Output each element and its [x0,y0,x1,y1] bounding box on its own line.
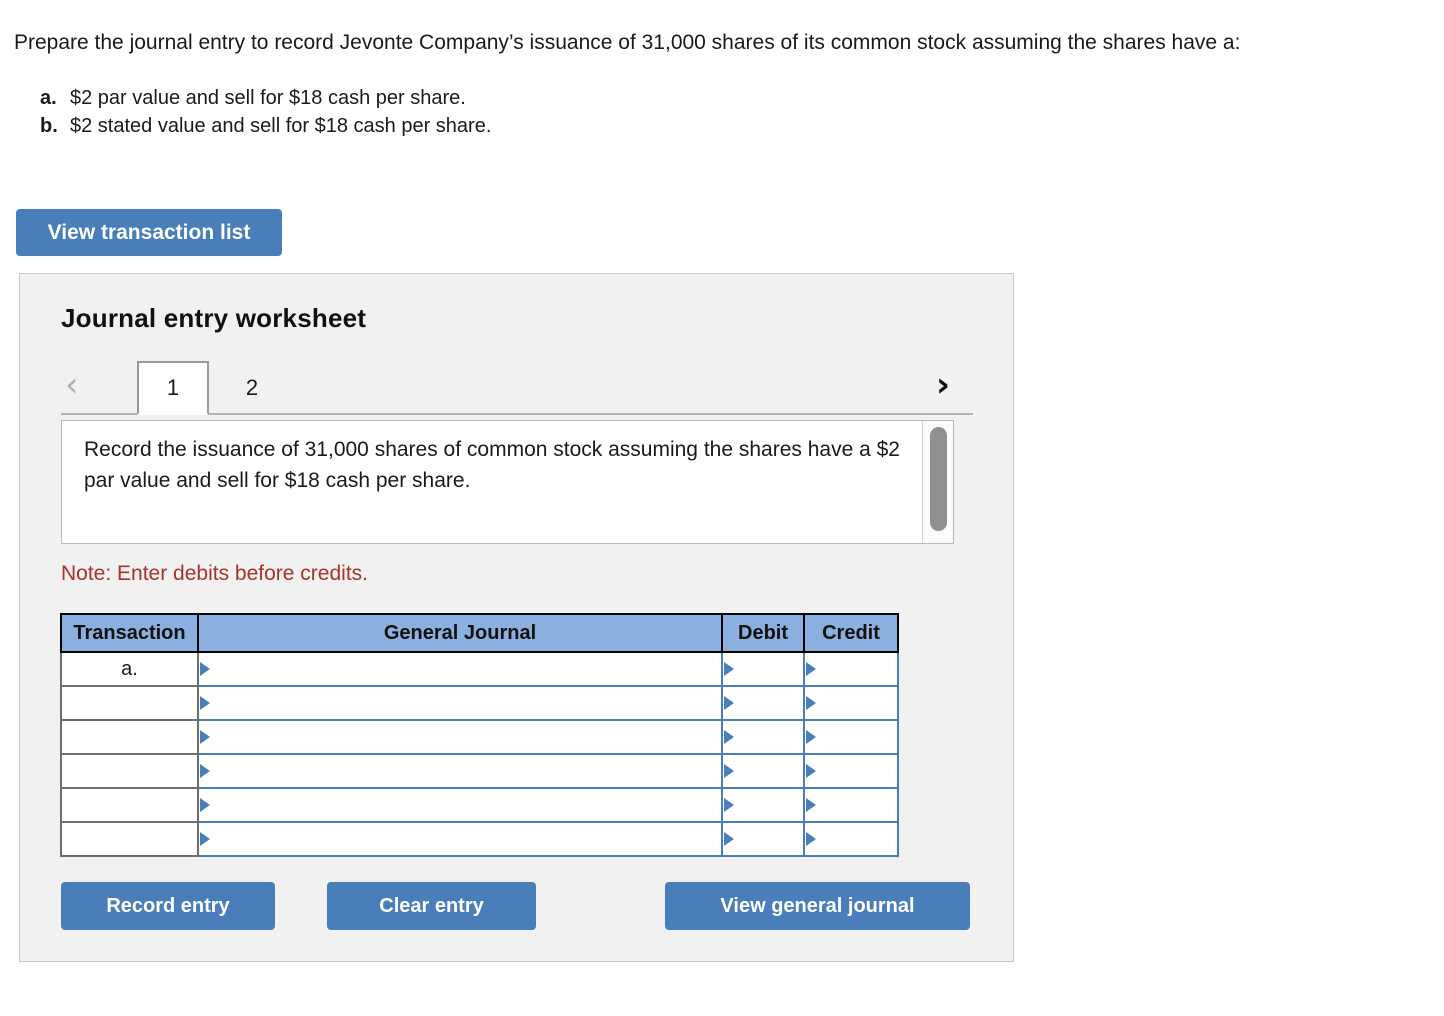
dropdown-caret-icon [724,730,734,744]
record-entry-button[interactable]: Record entry [61,882,275,930]
debit-input-1[interactable] [721,651,805,687]
dropdown-caret-icon [200,730,210,744]
debit-input-3[interactable] [721,719,805,755]
clear-entry-button[interactable]: Clear entry [327,882,536,930]
journal-entry-table: Transaction General Journal Debit Credit… [60,613,899,857]
transaction-cell-5[interactable] [60,787,199,823]
general-journal-input-4[interactable] [197,753,723,789]
general-journal-input-5[interactable] [197,787,723,823]
dropdown-caret-icon [200,696,210,710]
chevron-right-icon[interactable]: › [936,365,951,405]
table-row [60,753,899,789]
general-journal-input-3[interactable] [197,719,723,755]
debit-input-2[interactable] [721,685,805,721]
transaction-cell-6[interactable] [60,821,199,857]
credit-input-2[interactable] [803,685,899,721]
transaction-cell-2[interactable] [60,685,199,721]
column-header-general-journal: General Journal [197,613,723,653]
table-row [60,821,899,857]
table-header-row: Transaction General Journal Debit Credit [60,613,899,653]
credit-input-4[interactable] [803,753,899,789]
dropdown-caret-icon [806,730,816,744]
dropdown-caret-icon [724,764,734,778]
choice-item-b: b. $2 stated value and sell for $18 cash… [40,112,491,140]
choice-letter-a: a. [40,87,57,109]
transaction-cell-4[interactable] [60,753,199,789]
column-header-transaction: Transaction [60,613,199,653]
choice-letter-b: b. [40,115,58,138]
journal-entry-worksheet-panel: Journal entry worksheet ‹ 1 2 › Record t… [19,273,1014,962]
dropdown-caret-icon [806,798,816,812]
dropdown-caret-icon [724,662,734,676]
choice-text-b: $2 stated value and sell for $18 cash pe… [70,115,492,138]
worksheet-tab-2-label: 2 [245,375,259,400]
choice-text-a: $2 par value and sell for $18 cash per s… [70,87,466,109]
table-row [60,787,899,823]
dropdown-caret-icon [200,832,210,846]
table-row [60,719,899,755]
dropdown-caret-icon [806,662,816,676]
transaction-cell-1[interactable]: a. [60,651,199,687]
table-row [60,685,899,721]
dropdown-caret-icon [200,662,210,676]
credit-input-6[interactable] [803,821,899,857]
table-row: a. [60,651,899,687]
dropdown-caret-icon [724,696,734,710]
general-journal-input-1[interactable] [197,651,723,687]
instruction-scrollbar[interactable] [922,421,953,543]
dropdown-caret-icon [806,832,816,846]
dropdown-caret-icon [200,798,210,812]
view-general-journal-button[interactable]: View general journal [665,882,970,930]
general-journal-input-2[interactable] [197,685,723,721]
credit-input-3[interactable] [803,719,899,755]
debit-input-5[interactable] [721,787,805,823]
choice-item-a: a. $2 par value and sell for $18 cash pe… [40,84,491,112]
question-stem: Prepare the journal entry to record Jevo… [14,31,1241,54]
instruction-scrollbar-thumb[interactable] [930,427,947,531]
debit-input-4[interactable] [721,753,805,789]
debits-before-credits-note: Note: Enter debits before credits. [61,562,368,585]
dropdown-caret-icon [724,798,734,812]
transaction-cell-3[interactable] [60,719,199,755]
debit-input-6[interactable] [721,821,805,857]
worksheet-title: Journal entry worksheet [61,303,367,333]
dropdown-caret-icon [806,696,816,710]
column-header-debit: Debit [721,613,805,653]
worksheet-footer-buttons: Record entry Clear entry View general jo… [20,882,1015,932]
worksheet-tab-bar: ‹ 1 2 › [20,359,1015,415]
tab-baseline-rule [61,413,973,415]
credit-input-1[interactable] [803,651,899,687]
column-header-credit: Credit [803,613,899,653]
question-choices: a. $2 par value and sell for $18 cash pe… [40,84,491,141]
worksheet-tab-1[interactable]: 1 [137,361,209,415]
chevron-left-icon[interactable]: ‹ [65,365,79,405]
instruction-box: Record the issuance of 31,000 shares of … [61,420,954,544]
credit-input-5[interactable] [803,787,899,823]
worksheet-tab-1-label: 1 [166,375,180,400]
dropdown-caret-icon [806,764,816,778]
dropdown-caret-icon [200,764,210,778]
worksheet-tab-2[interactable]: 2 [216,361,288,415]
dropdown-caret-icon [724,832,734,846]
general-journal-input-6[interactable] [197,821,723,857]
instruction-text: Record the issuance of 31,000 shares of … [84,438,900,493]
view-transaction-list-button[interactable]: View transaction list [16,209,282,256]
